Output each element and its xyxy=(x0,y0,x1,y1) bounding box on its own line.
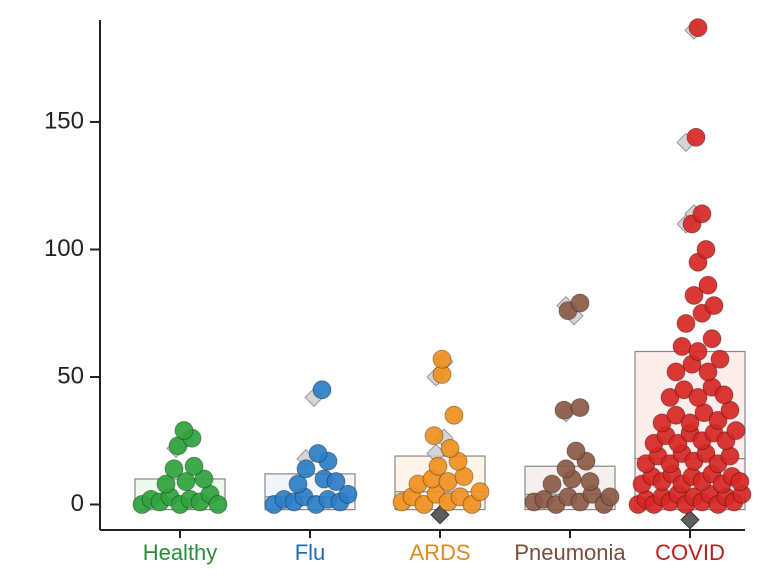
point-healthy xyxy=(209,496,227,514)
point-covid xyxy=(705,297,723,315)
point-covid xyxy=(699,276,717,294)
point-pneumonia xyxy=(581,473,599,491)
point-covid xyxy=(715,386,733,404)
point-covid xyxy=(673,337,691,355)
ytick-label: 50 xyxy=(57,362,84,389)
chart-container: 0 50 100 150 Healthy Flu ARDS Pneumonia COVID xyxy=(0,0,777,580)
ytick-label: 100 xyxy=(44,235,84,262)
point-ards xyxy=(471,483,489,501)
point-covid xyxy=(687,128,705,146)
xlabel-pneumonia: Pneumonia xyxy=(514,540,626,565)
point-covid xyxy=(667,363,685,381)
point-covid xyxy=(703,330,721,348)
point-covid xyxy=(727,422,745,440)
point-flu xyxy=(327,473,345,491)
xlabel-flu: Flu xyxy=(295,540,326,565)
point-pneumonia xyxy=(555,401,573,419)
point-covid xyxy=(711,350,729,368)
point-pneumonia xyxy=(601,488,619,506)
point-covid xyxy=(689,19,707,37)
point-pneumonia xyxy=(543,475,561,493)
point-flu xyxy=(313,381,331,399)
point-covid xyxy=(689,343,707,361)
ytick-label: 150 xyxy=(44,107,84,134)
point-covid xyxy=(677,314,695,332)
point-pneumonia xyxy=(571,399,589,417)
point-healthy xyxy=(165,460,183,478)
point-ards xyxy=(445,406,463,424)
boxplot-scatter-chart: 0 50 100 150 Healthy Flu ARDS Pneumonia COVID xyxy=(0,0,777,580)
point-healthy xyxy=(185,457,203,475)
point-pneumonia xyxy=(571,294,589,312)
point-flu xyxy=(309,445,327,463)
point-covid xyxy=(731,473,749,491)
point-covid xyxy=(693,205,711,223)
point-ards xyxy=(441,439,459,457)
point-ards xyxy=(429,457,447,475)
xlabel-healthy: Healthy xyxy=(143,540,218,565)
point-pneumonia xyxy=(567,442,585,460)
point-ards xyxy=(433,350,451,368)
point-covid xyxy=(697,241,715,259)
ytick-label: 0 xyxy=(71,490,84,517)
point-ards xyxy=(439,473,457,491)
xlabel-covid: COVID xyxy=(655,540,725,565)
point-pneumonia xyxy=(557,460,575,478)
xlabel-ards: ARDS xyxy=(409,540,470,565)
point-flu xyxy=(297,460,315,478)
point-ards xyxy=(425,427,443,445)
point-healthy xyxy=(175,422,193,440)
